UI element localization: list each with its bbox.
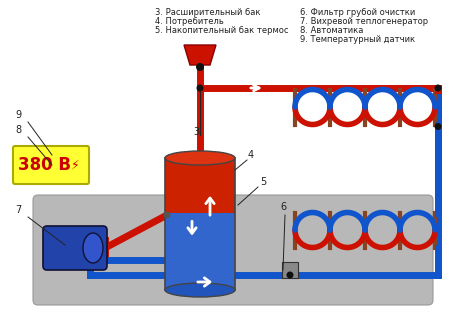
Text: 5: 5	[260, 177, 266, 187]
Text: 6. Фильтр грубой очистки: 6. Фильтр грубой очистки	[300, 8, 415, 17]
Text: 6: 6	[280, 202, 286, 212]
Ellipse shape	[165, 151, 235, 165]
Polygon shape	[184, 45, 216, 65]
Text: 8: 8	[15, 125, 21, 135]
Bar	[165, 158, 235, 213]
Ellipse shape	[83, 233, 103, 263]
Circle shape	[197, 64, 203, 70]
Text: 3: 3	[193, 127, 199, 137]
Text: 8. Автоматика: 8. Автоматика	[300, 26, 364, 35]
Text: ⚡: ⚡	[71, 159, 79, 172]
FancyBboxPatch shape	[43, 226, 107, 270]
Circle shape	[435, 84, 441, 92]
Text: 3. Расширительный бак: 3. Расширительный бак	[155, 8, 261, 17]
Text: 4: 4	[248, 150, 254, 160]
Text: 9. Температурный датчик: 9. Температурный датчик	[300, 35, 415, 44]
FancyBboxPatch shape	[33, 195, 433, 305]
FancyBboxPatch shape	[13, 146, 89, 184]
Bar	[165, 213, 235, 290]
Text: 9: 9	[15, 110, 21, 120]
Text: 7: 7	[15, 205, 21, 215]
Circle shape	[435, 123, 441, 130]
Text: 5. Накопительный бак термос: 5. Накопительный бак термос	[155, 26, 289, 35]
Text: 380 В: 380 В	[18, 156, 72, 174]
Circle shape	[164, 211, 171, 218]
Bar	[282, 262, 298, 278]
Circle shape	[286, 271, 293, 278]
Circle shape	[197, 84, 203, 92]
Bar	[165, 158, 235, 290]
Ellipse shape	[165, 283, 235, 297]
Text: 4. Потребитель: 4. Потребитель	[155, 17, 224, 26]
Text: 7. Вихревой теплогенератор: 7. Вихревой теплогенератор	[300, 17, 428, 26]
Circle shape	[196, 63, 204, 71]
